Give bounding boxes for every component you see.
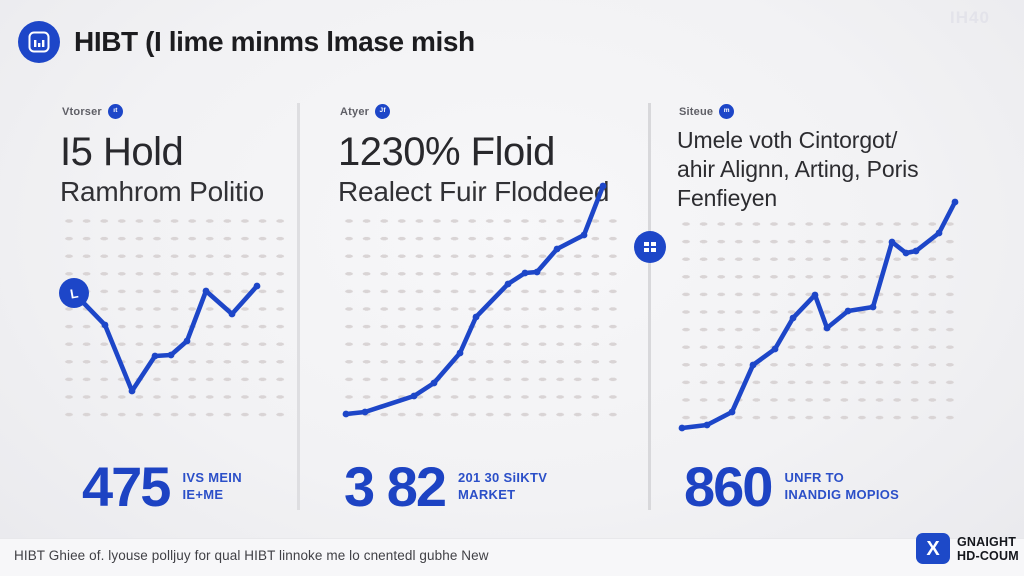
column2-subheadline: Realect Fuir Floddeed: [338, 176, 610, 207]
column2-stat: 3 82 201 30 SiIKTV MARKET: [344, 455, 547, 518]
column2-stat-value: 3 82: [344, 455, 447, 518]
column1-stat: 475 IVS MEIN IE+ME: [82, 455, 242, 518]
column1-stat-value: 475: [82, 455, 171, 518]
corner-watermark: IH40: [950, 8, 990, 27]
column3-headline-line2: ahir Alignn, Arting, Poris: [677, 156, 919, 182]
app-logo: [18, 21, 60, 63]
x-logo-icon: X: [916, 533, 950, 564]
column3-stat-caption-line2: INANDIG MOPIOS: [784, 487, 900, 502]
column1-subheadline: Ramhrom Politio: [60, 176, 264, 207]
column2-label-text: Atyer: [340, 105, 370, 118]
column2-headline: 1230% Floid: [338, 130, 555, 174]
page-title: HIBT (I lime minms lmase mish: [74, 26, 475, 57]
column1-stat-caption: IVS MEIN IE+ME: [182, 469, 241, 503]
bar-chart-logo-icon: [28, 31, 50, 53]
footer-brand-line2: HD-COUM: [957, 548, 1019, 563]
column3-stat-caption-line1: UNFR TO: [784, 470, 845, 485]
column-divider: [648, 103, 651, 510]
column3-label: Siteue m: [679, 104, 735, 119]
column2-stat-caption: 201 30 SiIKTV MARKET: [458, 469, 547, 503]
column2-stat-caption-line1: 201 30 SiIKTV: [458, 470, 548, 485]
column3-label-text: Siteue: [679, 105, 714, 118]
column2-chart-grid: [340, 212, 624, 430]
footer-note: HIBT Ghiee of. lyouse polljuy for qual H…: [14, 548, 489, 563]
footer-bar: [0, 538, 1024, 576]
column1-badge: ıt: [107, 104, 123, 119]
column3-headline-line1: Umele voth Cintorgot/: [677, 127, 898, 153]
column3-badge: m: [719, 104, 735, 119]
divider-badge: [634, 231, 666, 263]
column3-stat-caption: UNFR TO INANDIG MOPIOS: [784, 469, 899, 503]
footer-brand-name: GNAIGHT HD-COUM: [957, 535, 1019, 563]
column1-label-text: Vtorser: [62, 105, 102, 118]
column3-stat-value: 860: [684, 455, 773, 518]
column1-stat-caption-line2: IE+ME: [182, 487, 224, 502]
footer-brand: X GNAIGHT HD-COUM: [916, 533, 1019, 564]
column1-chart-grid: [60, 212, 290, 430]
column3-stat: 860 UNFR TO INANDIG MOPIOS: [684, 455, 899, 518]
column1-stat-caption-line1: IVS MEIN: [182, 470, 242, 485]
grid-squares-icon: [644, 242, 656, 252]
column2-badge: Jf: [375, 104, 391, 119]
column3-headline-line3: Fenfieyen: [677, 185, 778, 211]
column1-headline: I5 Hold: [60, 130, 184, 174]
column3-headline: Umele voth Cintorgot/ ahir Alignn, Artin…: [677, 126, 919, 213]
column3-chart-grid: [677, 215, 963, 430]
column-divider: [297, 103, 300, 510]
column2-label: Atyer Jf: [340, 104, 391, 119]
column1-label: Vtorser ıt: [62, 104, 123, 119]
column2-stat-caption-line2: MARKET: [458, 487, 516, 502]
footer-brand-line1: GNAIGHT: [957, 534, 1017, 549]
